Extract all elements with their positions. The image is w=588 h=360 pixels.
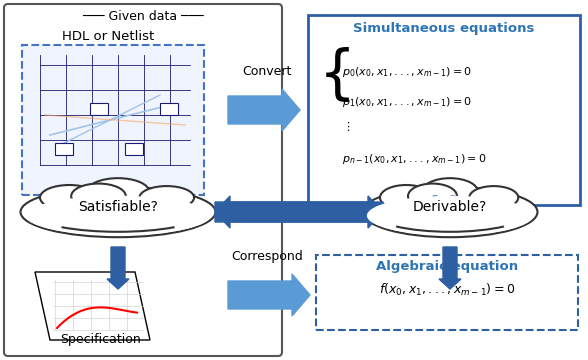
FancyBboxPatch shape bbox=[125, 143, 143, 155]
FancyArrow shape bbox=[215, 196, 383, 228]
FancyArrow shape bbox=[228, 89, 300, 131]
Text: Derivable?: Derivable? bbox=[413, 200, 487, 214]
FancyArrow shape bbox=[439, 247, 461, 289]
Ellipse shape bbox=[40, 185, 99, 210]
Text: Satisfiable?: Satisfiable? bbox=[78, 200, 158, 214]
Ellipse shape bbox=[367, 196, 533, 235]
Text: $\vdots$: $\vdots$ bbox=[342, 120, 350, 133]
FancyBboxPatch shape bbox=[4, 4, 282, 356]
FancyBboxPatch shape bbox=[316, 255, 578, 330]
Polygon shape bbox=[35, 272, 150, 340]
FancyBboxPatch shape bbox=[55, 143, 73, 155]
Ellipse shape bbox=[139, 186, 194, 209]
Text: ─── Given data ───: ─── Given data ─── bbox=[82, 10, 204, 23]
FancyArrow shape bbox=[439, 203, 461, 221]
Ellipse shape bbox=[422, 178, 478, 206]
FancyArrow shape bbox=[228, 274, 310, 316]
Ellipse shape bbox=[380, 185, 433, 210]
Ellipse shape bbox=[25, 196, 211, 235]
FancyArrow shape bbox=[107, 247, 129, 289]
Ellipse shape bbox=[362, 187, 537, 237]
Text: Simultaneous equations: Simultaneous equations bbox=[353, 22, 534, 35]
FancyArrow shape bbox=[107, 197, 129, 212]
Text: $p_{n-1}(x_0,x_1,...,x_{m-1}) = 0$: $p_{n-1}(x_0,x_1,...,x_{m-1}) = 0$ bbox=[342, 152, 486, 166]
Text: $p_0(x_0,x_1,...,x_{m-1}) = 0$: $p_0(x_0,x_1,...,x_{m-1}) = 0$ bbox=[342, 65, 472, 79]
FancyArrow shape bbox=[215, 196, 383, 228]
Text: $p_1(x_0,x_1,...,x_{m-1}) = 0$: $p_1(x_0,x_1,...,x_{m-1}) = 0$ bbox=[342, 95, 472, 109]
FancyBboxPatch shape bbox=[308, 15, 580, 205]
Ellipse shape bbox=[71, 184, 126, 209]
Text: Specification: Specification bbox=[59, 333, 141, 346]
Text: Convert: Convert bbox=[242, 65, 292, 78]
Ellipse shape bbox=[408, 184, 457, 209]
FancyBboxPatch shape bbox=[90, 103, 108, 115]
Text: Algebraic equation: Algebraic equation bbox=[376, 260, 518, 273]
FancyBboxPatch shape bbox=[160, 103, 178, 115]
FancyArrow shape bbox=[433, 196, 455, 206]
Ellipse shape bbox=[469, 186, 518, 209]
Text: $f(x_0,x_1,...,x_{m-1}) = 0$: $f(x_0,x_1,...,x_{m-1}) = 0$ bbox=[379, 282, 515, 298]
Ellipse shape bbox=[21, 187, 215, 237]
Text: Correspond: Correspond bbox=[231, 250, 303, 263]
Ellipse shape bbox=[87, 178, 149, 206]
FancyBboxPatch shape bbox=[22, 45, 204, 195]
Text: HDL or Netlist: HDL or Netlist bbox=[62, 30, 154, 43]
Text: $\{$: $\{$ bbox=[318, 45, 350, 104]
